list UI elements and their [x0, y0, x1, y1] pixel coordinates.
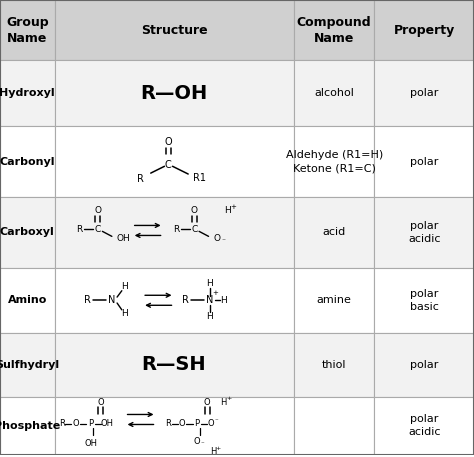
Text: C: C [94, 224, 101, 234]
Text: ⁻: ⁻ [201, 441, 204, 447]
FancyBboxPatch shape [374, 397, 474, 455]
Text: R: R [173, 224, 180, 234]
Text: amine: amine [317, 295, 352, 305]
Text: Hydroxyl: Hydroxyl [0, 88, 55, 98]
FancyBboxPatch shape [294, 127, 374, 197]
Text: alcohol: alcohol [314, 88, 354, 98]
FancyBboxPatch shape [374, 0, 474, 60]
Text: O: O [97, 398, 104, 407]
Text: H: H [224, 206, 231, 215]
FancyBboxPatch shape [0, 60, 55, 127]
Text: N: N [108, 295, 115, 305]
Text: OH: OH [84, 439, 97, 448]
Text: Phosphate: Phosphate [0, 421, 60, 431]
Text: R: R [76, 224, 83, 234]
FancyBboxPatch shape [294, 397, 374, 455]
FancyBboxPatch shape [0, 397, 55, 455]
Text: O: O [164, 137, 172, 147]
Text: OH: OH [100, 419, 114, 428]
Text: P: P [195, 419, 200, 428]
Text: H: H [220, 398, 227, 407]
Text: Group
Name: Group Name [6, 16, 48, 44]
Text: polar: polar [410, 360, 438, 370]
FancyBboxPatch shape [0, 0, 55, 60]
Text: Property: Property [393, 23, 455, 37]
FancyBboxPatch shape [55, 0, 294, 60]
Text: Sulfhydryl: Sulfhydryl [0, 360, 59, 370]
FancyBboxPatch shape [294, 333, 374, 397]
Text: O: O [72, 419, 79, 428]
Text: O: O [214, 234, 220, 243]
Text: O: O [94, 206, 101, 215]
Text: H: H [220, 296, 227, 305]
Text: polar
acidic: polar acidic [408, 221, 440, 244]
FancyBboxPatch shape [374, 60, 474, 127]
FancyBboxPatch shape [55, 127, 294, 197]
FancyBboxPatch shape [0, 333, 55, 397]
FancyBboxPatch shape [0, 267, 55, 333]
Text: R: R [59, 419, 64, 428]
Text: acid: acid [322, 227, 346, 237]
Text: H: H [121, 282, 128, 291]
Text: H: H [206, 312, 213, 321]
Text: R: R [182, 295, 189, 305]
Text: OH: OH [116, 234, 130, 243]
Text: R—SH: R—SH [142, 356, 206, 374]
Text: P: P [88, 419, 93, 428]
Text: O: O [194, 437, 201, 446]
FancyBboxPatch shape [374, 127, 474, 197]
Text: ⁻: ⁻ [214, 418, 218, 424]
Text: Structure: Structure [141, 23, 208, 37]
Text: +: + [212, 290, 218, 296]
Text: +: + [230, 204, 236, 210]
Text: O: O [204, 398, 210, 407]
FancyBboxPatch shape [294, 267, 374, 333]
Text: Compound
Name: Compound Name [297, 16, 372, 44]
FancyBboxPatch shape [0, 197, 55, 267]
Text: polar: polar [410, 157, 438, 167]
FancyBboxPatch shape [374, 197, 474, 267]
Text: +: + [226, 396, 231, 401]
FancyBboxPatch shape [294, 60, 374, 127]
Text: Carbonyl: Carbonyl [0, 157, 55, 167]
FancyBboxPatch shape [294, 197, 374, 267]
FancyBboxPatch shape [0, 127, 55, 197]
Text: C: C [191, 224, 198, 234]
Text: C: C [165, 160, 172, 170]
Text: R: R [84, 295, 91, 305]
FancyBboxPatch shape [55, 397, 294, 455]
Text: +: + [215, 446, 221, 451]
Text: polar
acidic: polar acidic [408, 414, 440, 437]
Text: Carboxyl: Carboxyl [0, 227, 55, 237]
Text: Aldehyde (R1=H)
Ketone (R1=C): Aldehyde (R1=H) Ketone (R1=C) [285, 150, 383, 173]
Text: ⁻: ⁻ [221, 236, 225, 245]
Text: H: H [121, 309, 128, 319]
FancyBboxPatch shape [55, 267, 294, 333]
Text: O: O [208, 419, 214, 428]
Text: O: O [191, 206, 198, 215]
Text: N: N [206, 295, 213, 305]
Text: polar
basic: polar basic [410, 289, 438, 312]
Text: polar: polar [410, 88, 438, 98]
FancyBboxPatch shape [55, 60, 294, 127]
FancyBboxPatch shape [55, 333, 294, 397]
FancyBboxPatch shape [374, 267, 474, 333]
Text: Amino: Amino [8, 295, 47, 305]
Text: H: H [206, 279, 213, 288]
FancyBboxPatch shape [374, 333, 474, 397]
Text: thiol: thiol [322, 360, 346, 370]
Text: H: H [210, 447, 216, 456]
Text: R: R [137, 174, 144, 184]
Text: R—OH: R—OH [140, 84, 208, 103]
Text: R: R [165, 419, 171, 428]
Text: O: O [179, 419, 185, 428]
Text: R1: R1 [192, 173, 206, 183]
FancyBboxPatch shape [294, 0, 374, 60]
FancyBboxPatch shape [55, 197, 294, 267]
